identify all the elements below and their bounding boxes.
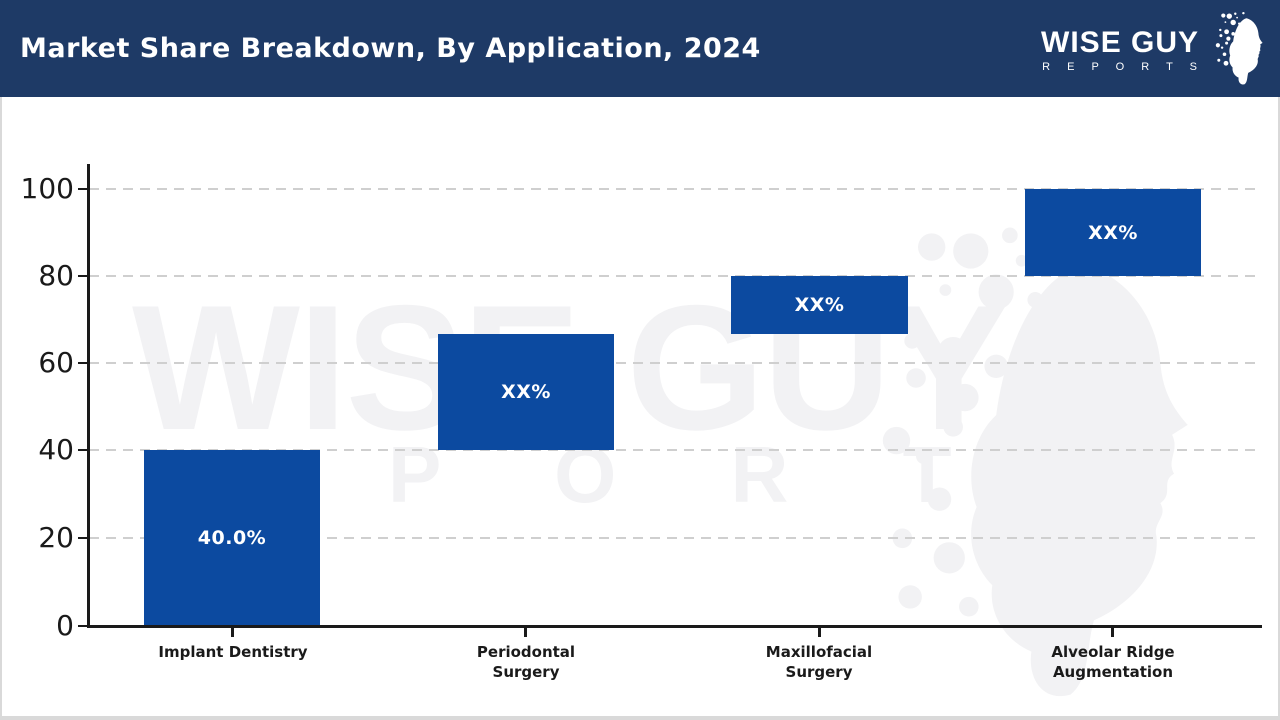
x-axis-tick bbox=[1111, 628, 1114, 637]
gridline-40 bbox=[89, 449, 1260, 451]
gridline-60 bbox=[89, 362, 1260, 364]
bar-maxillofacial-surgery: XX% bbox=[731, 276, 908, 334]
gridline-20 bbox=[89, 537, 1260, 539]
bar-value-label: XX% bbox=[1088, 221, 1138, 244]
y-axis-spine bbox=[87, 164, 90, 625]
bar-value-label: 40.0% bbox=[197, 526, 267, 549]
bar-implant-dentistry: 40.0% bbox=[144, 450, 320, 625]
gridline-100 bbox=[89, 188, 1260, 190]
page-title: Market Share Breakdown, By Application, … bbox=[20, 33, 761, 64]
header: Market Share Breakdown, By Application, … bbox=[0, 0, 1280, 97]
bar-periodontal-surgery: XX% bbox=[438, 334, 614, 450]
y-axis-tick bbox=[78, 625, 87, 627]
x-axis-spine bbox=[87, 625, 1262, 628]
y-axis-tick bbox=[78, 275, 87, 277]
brand-name: WISE GUY bbox=[1041, 25, 1200, 59]
y-axis-tick bbox=[78, 188, 87, 190]
bar-alveolar-ridge-augmentation: XX% bbox=[1025, 189, 1201, 276]
y-axis-tick-label: 100 bbox=[20, 172, 74, 205]
y-axis-tick-label: 0 bbox=[56, 609, 74, 642]
gridline-80 bbox=[89, 275, 1260, 277]
x-axis-tick bbox=[524, 628, 527, 637]
y-axis-tick-label: 20 bbox=[38, 521, 74, 554]
brand-text: WISE GUY R E P O R T S bbox=[1036, 26, 1204, 73]
x-axis-label-maxillofacial-surgery: Maxillofacial Surgery bbox=[765, 643, 873, 681]
brand-logo: WISE GUY R E P O R T S bbox=[1036, 4, 1274, 94]
x-axis-tick bbox=[818, 628, 821, 637]
brand-subtitle: R E P O R T S bbox=[1042, 60, 1204, 73]
y-axis-tick-label: 40 bbox=[38, 433, 74, 466]
bar-value-label: XX% bbox=[501, 381, 551, 403]
x-axis-label-periodontal-surgery: Periodontal Surgery bbox=[476, 643, 576, 681]
y-axis-tick bbox=[78, 362, 87, 364]
y-axis-tick-label: 80 bbox=[38, 259, 74, 292]
brand-face-icon bbox=[1215, 11, 1263, 85]
x-axis-label-alveolar-ridge-augmentation: Alveolar Ridge Augmentation bbox=[1051, 643, 1175, 681]
watermark-face-icon bbox=[882, 225, 1188, 697]
bar-value-label: XX% bbox=[794, 294, 845, 316]
chart-area: WISE GUY P O R T S bbox=[0, 97, 1280, 720]
x-axis-tick bbox=[231, 628, 234, 637]
y-axis-tick-label: 60 bbox=[38, 346, 74, 379]
y-axis-tick bbox=[78, 537, 87, 539]
x-axis-label-implant-dentistry: Implant Dentistry bbox=[158, 643, 308, 661]
y-axis-tick bbox=[78, 449, 87, 451]
